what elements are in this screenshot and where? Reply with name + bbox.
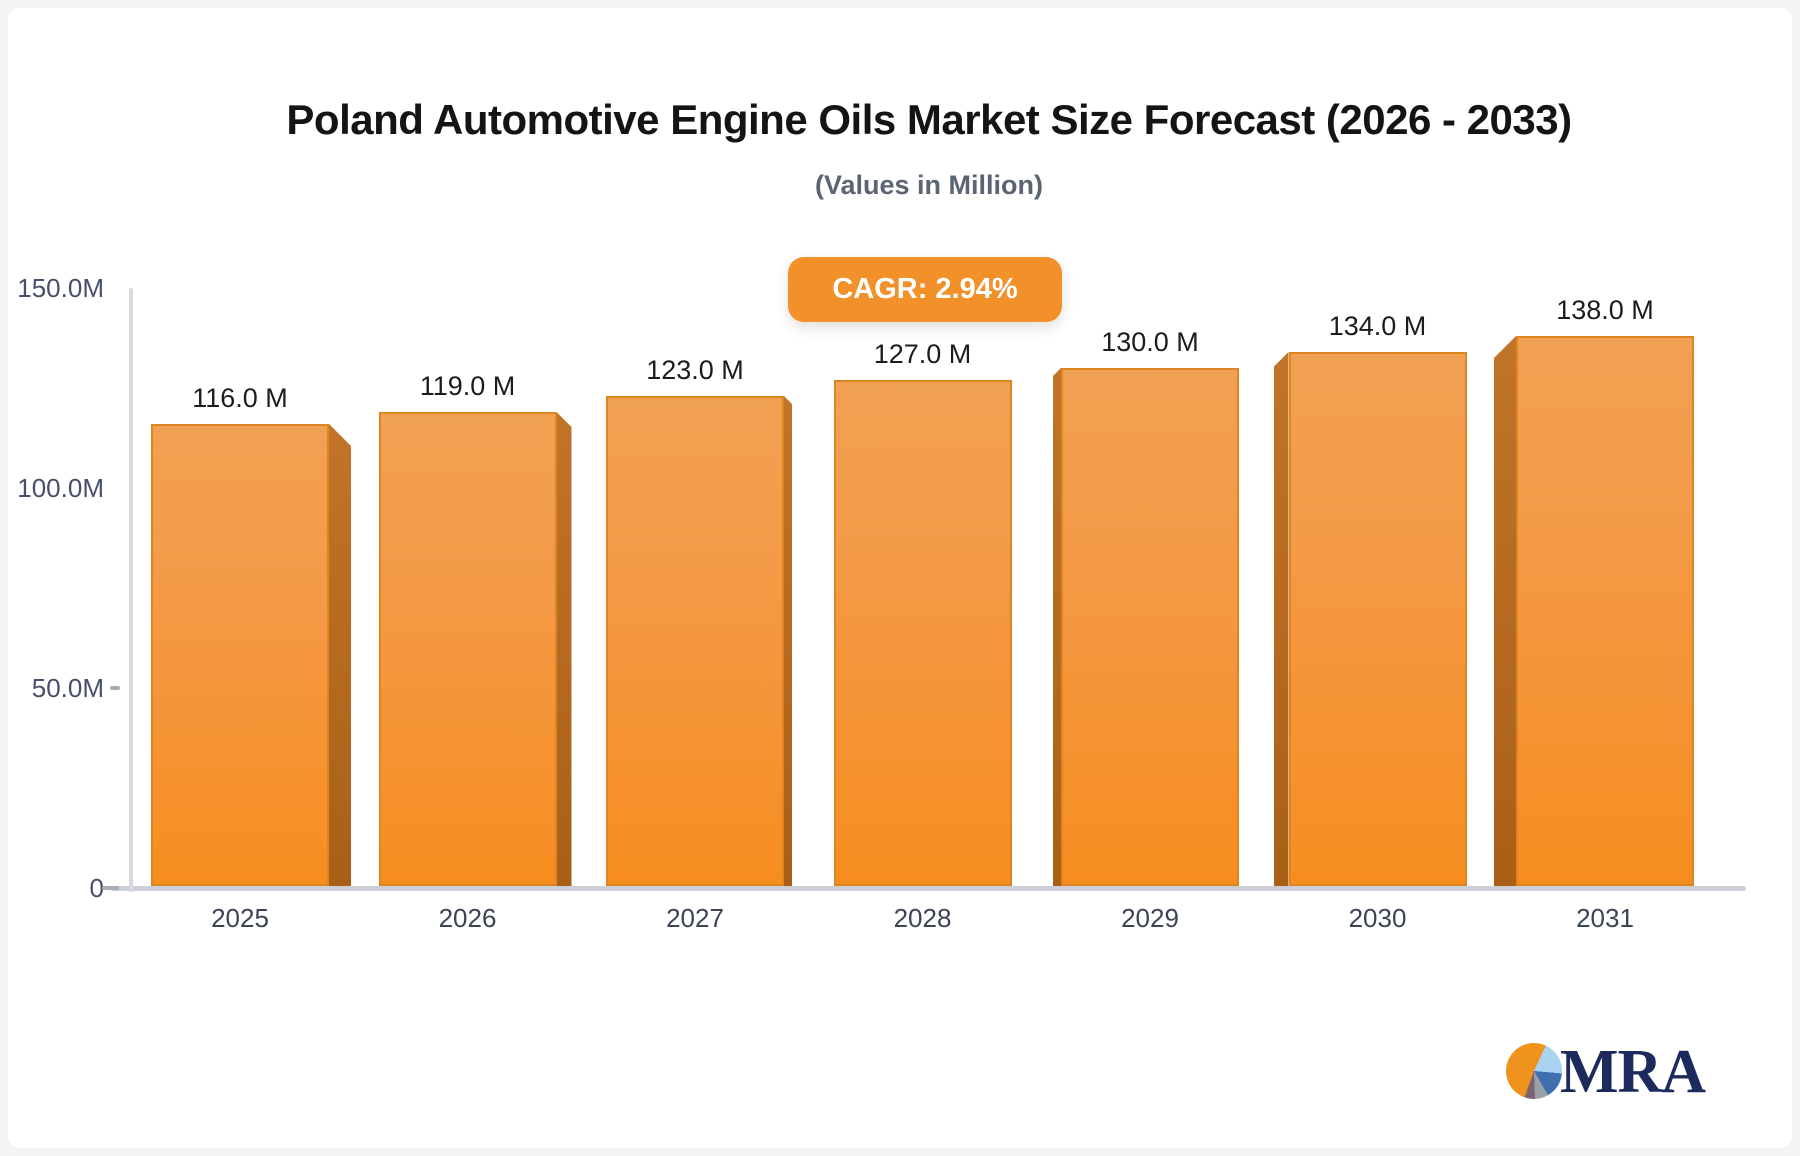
x-axis-tick-label: 2031 bbox=[1576, 903, 1634, 933]
x-axis-line bbox=[110, 886, 1746, 891]
bar-side-face bbox=[329, 424, 351, 886]
y-axis-tick-label: 150.0M bbox=[17, 273, 104, 303]
bar-2025 bbox=[151, 424, 351, 886]
bar-face bbox=[1061, 368, 1239, 886]
bar-2029 bbox=[1053, 368, 1239, 886]
cagr-badge: CAGR: 2.94% bbox=[788, 257, 1062, 322]
y-axis-line bbox=[129, 288, 133, 892]
bar-side-face bbox=[1053, 368, 1061, 886]
bar-side-face bbox=[784, 396, 792, 886]
bar-side-face bbox=[556, 412, 572, 886]
brand-text: MRA bbox=[1560, 1038, 1706, 1106]
y-axis-tick-label: 0 bbox=[89, 873, 104, 903]
x-axis-tick-label: 2025 bbox=[211, 903, 269, 933]
x-axis-tick-label: 2030 bbox=[1348, 903, 1407, 933]
bar-value-label: 130.0 M bbox=[1101, 327, 1199, 357]
bar-value-label: 134.0 M bbox=[1328, 311, 1427, 341]
bar-2028 bbox=[833, 380, 1012, 886]
x-axis-tick-label: 2029 bbox=[1121, 903, 1179, 933]
y-axis-tick-mark bbox=[102, 886, 119, 890]
page-subtitle: (Values in Million) bbox=[814, 170, 1044, 200]
bar-side-face bbox=[1273, 352, 1289, 886]
bar-2027 bbox=[606, 396, 792, 886]
bar-face bbox=[1516, 336, 1694, 886]
y-axis-tick-label: 50.0M bbox=[31, 673, 104, 703]
bar-2026 bbox=[378, 412, 572, 886]
bar-value-label: 116.0 M bbox=[192, 383, 288, 413]
x-axis-tick-label: 2028 bbox=[893, 903, 952, 933]
bar-face bbox=[378, 412, 557, 886]
x-axis-tick-label: 2026 bbox=[438, 903, 497, 933]
y-axis-tick-mark bbox=[110, 686, 120, 690]
x-axis-tick-label: 2027 bbox=[666, 903, 724, 933]
bar-face bbox=[833, 380, 1012, 886]
bar-value-label: 119.0 M bbox=[419, 371, 516, 401]
bar-face bbox=[1288, 352, 1467, 886]
pie-chart-icon bbox=[1506, 1043, 1562, 1099]
bar-face bbox=[151, 424, 329, 886]
bar-2030 bbox=[1273, 352, 1467, 886]
bar-value-label: 123.0 M bbox=[646, 355, 744, 385]
bar-value-label: 138.0 M bbox=[1556, 295, 1654, 325]
bar-value-label: 127.0 M bbox=[873, 339, 972, 369]
y-axis-tick-label: 100.0M bbox=[17, 473, 104, 503]
bar-face bbox=[606, 396, 784, 886]
page-title: Poland Automotive Engine Oils Market Siz… bbox=[286, 96, 1572, 143]
bar-side-face bbox=[1494, 336, 1516, 886]
brand-logo: MRA bbox=[1506, 1036, 1766, 1108]
bar-2031 bbox=[1494, 336, 1694, 886]
